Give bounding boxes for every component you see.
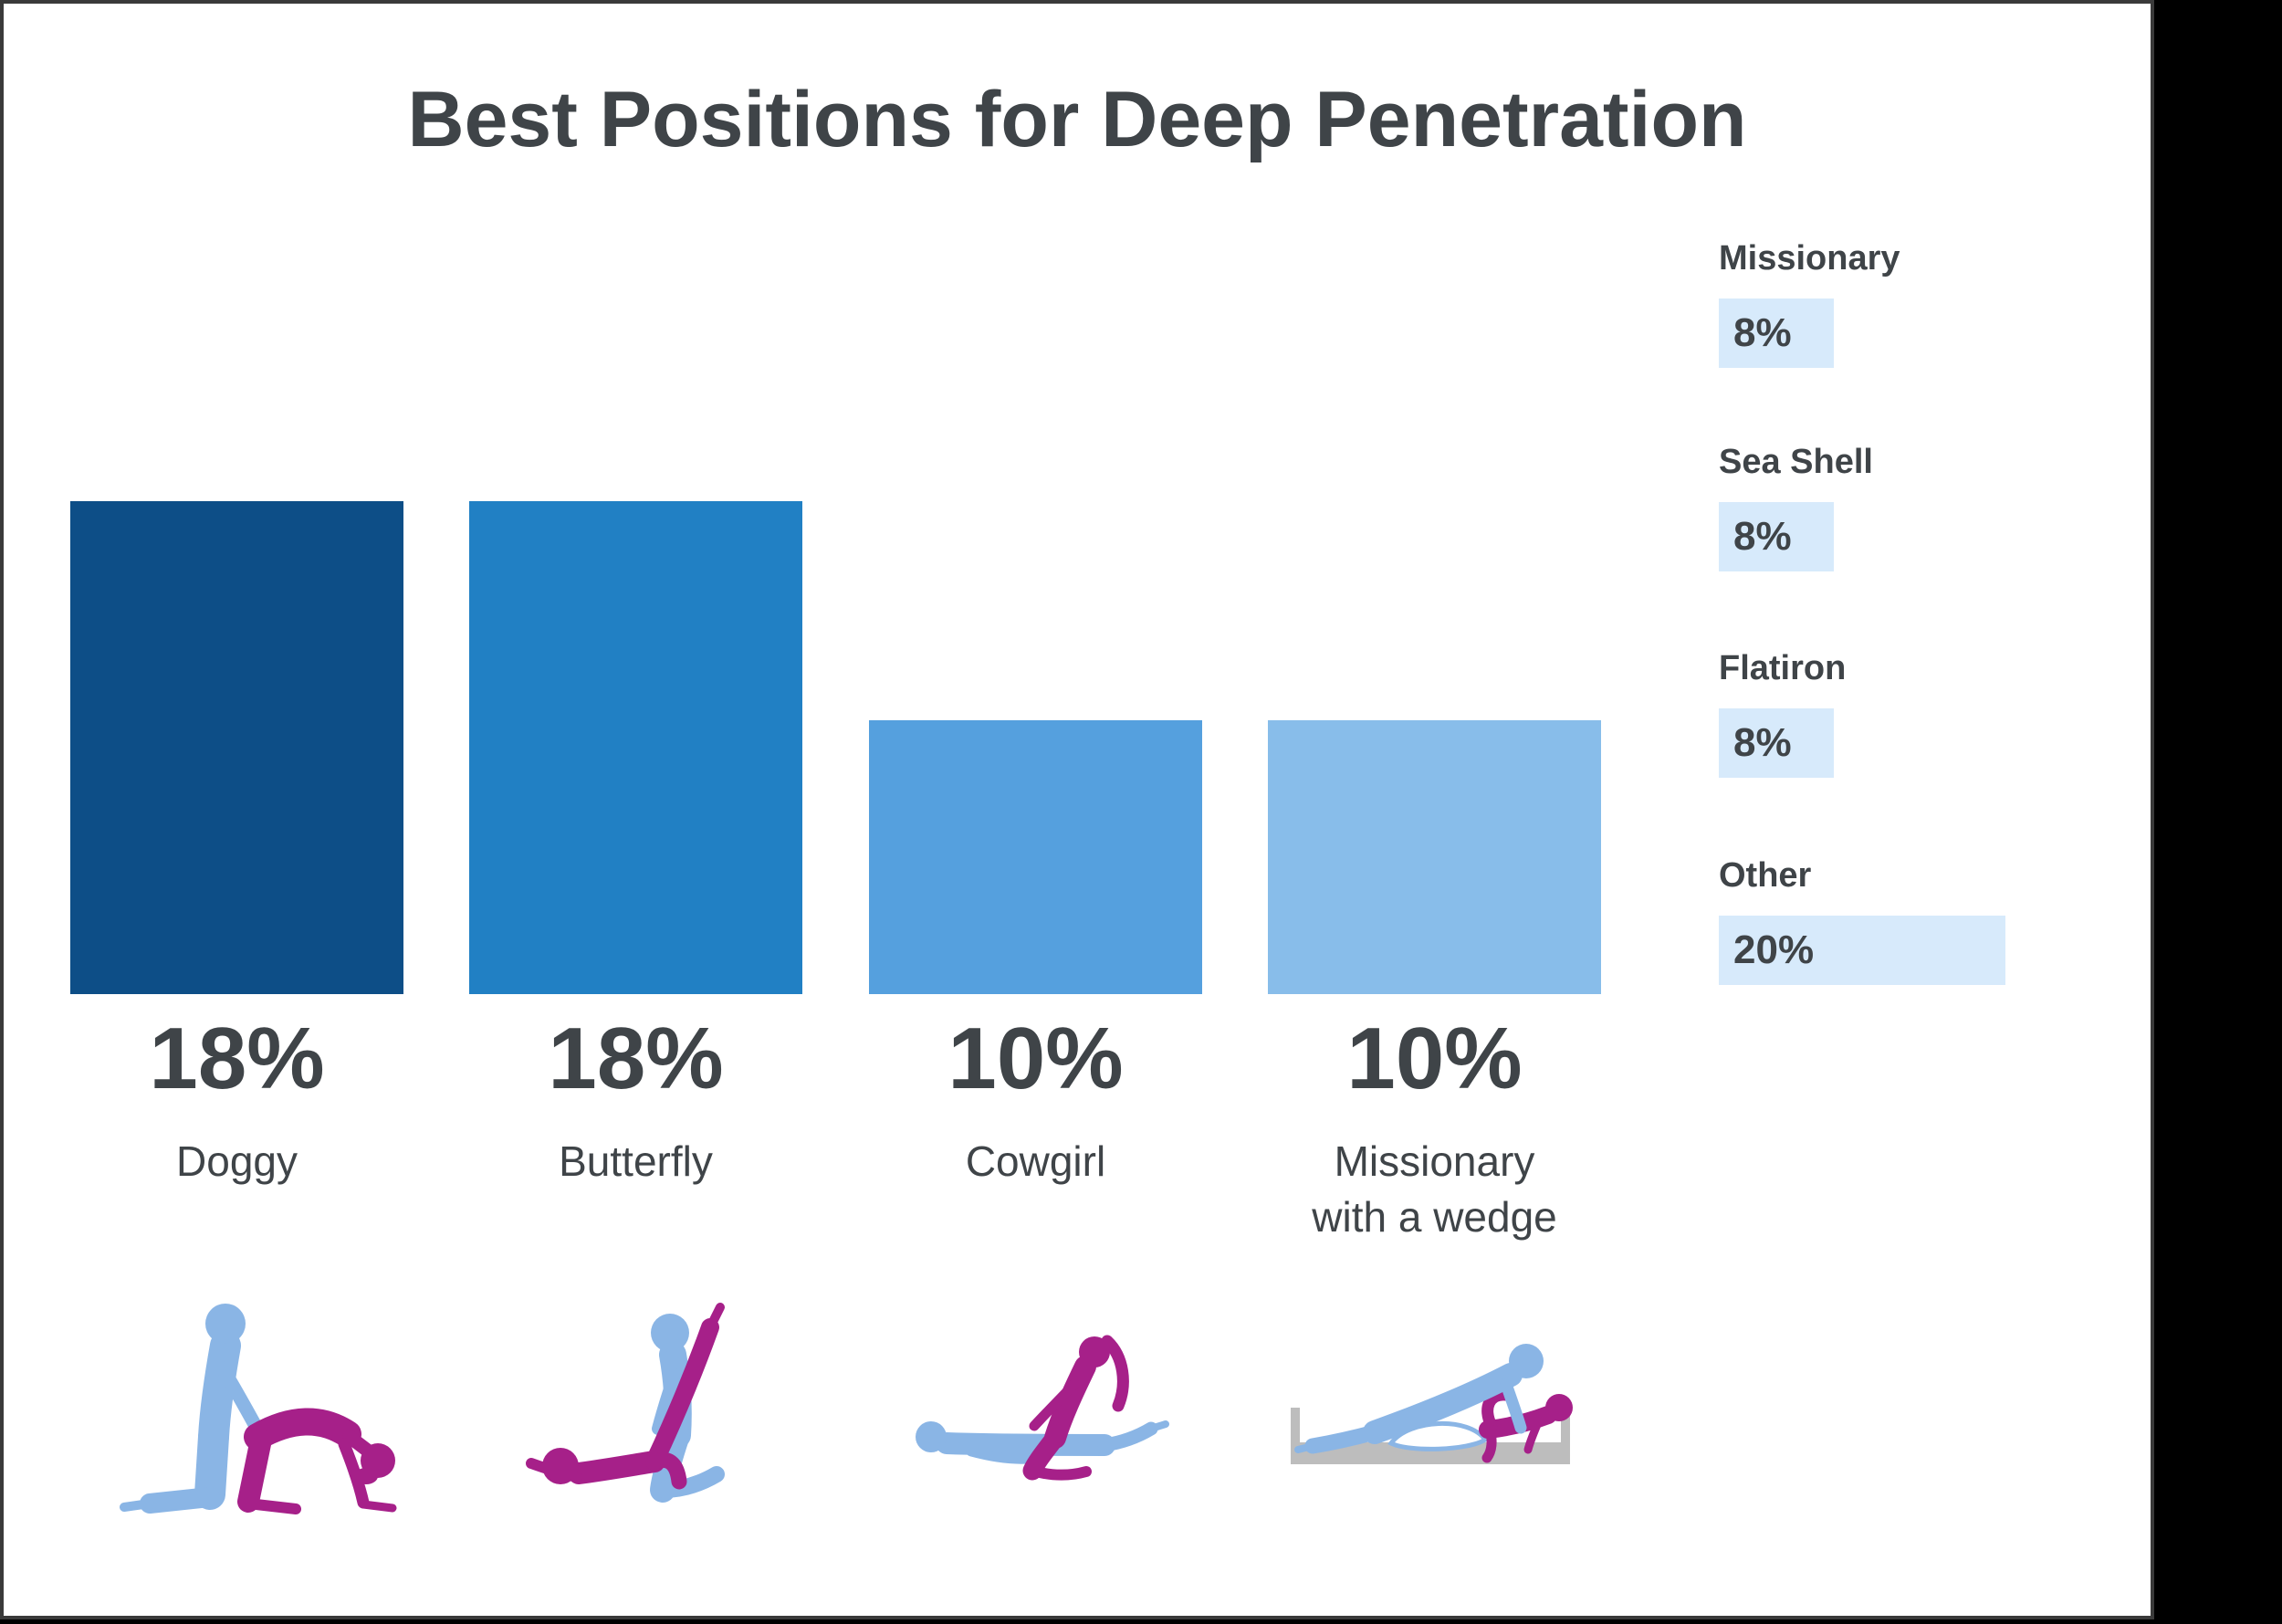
legend-label: Other	[1719, 856, 1812, 895]
bar-butterfly	[469, 501, 802, 994]
legend-value-bar: 8%	[1719, 502, 1834, 571]
bar-category-text: Butterfly	[559, 1137, 713, 1185]
bar-missionary-wedge	[1268, 720, 1601, 994]
bar-value-label: 10%	[1346, 1010, 1523, 1107]
cowgirl-position-illustration	[916, 1335, 1169, 1481]
bar-category-label: Missionary with a wedge	[1268, 1134, 1601, 1244]
bar-category-label: Doggy	[70, 1134, 403, 1189]
bar-value-label: 18%	[548, 1010, 724, 1107]
legend-value-text: 8%	[1733, 720, 1792, 765]
legend-label: Missionary	[1719, 239, 1900, 278]
bar-cowgirl	[869, 720, 1202, 994]
butterfly-position-illustration	[526, 1303, 725, 1503]
bar-category-text: Cowgirl	[965, 1137, 1106, 1185]
bar-category-text: Doggy	[176, 1137, 298, 1185]
bar-category-text: Missionary	[1334, 1137, 1535, 1185]
legend-item-flatiron: Flatiron 8%	[1719, 649, 1846, 778]
doggy-position-illustration	[120, 1304, 397, 1514]
infographic-card: Best Positions for Deep Penetration 18% …	[0, 0, 2154, 1619]
bar-value-label: 10%	[947, 1010, 1124, 1107]
legend-value-text: 20%	[1733, 927, 1815, 972]
legend-item-missionary: Missionary 8%	[1719, 239, 1900, 368]
legend-value-bar: 8%	[1719, 708, 1834, 778]
legend-label: Sea Shell	[1719, 443, 1873, 481]
bar-value-label: 18%	[149, 1010, 325, 1107]
bar-category-label: Butterfly	[469, 1134, 802, 1189]
legend-value-bar: 20%	[1719, 916, 2005, 985]
legend-item-sea-shell: Sea Shell 8%	[1719, 443, 1873, 571]
legend-value-text: 8%	[1733, 310, 1792, 355]
legend-value-bar: 8%	[1719, 299, 1834, 368]
bar-doggy	[70, 501, 403, 994]
bar-category-label: Cowgirl	[869, 1134, 1202, 1189]
legend-item-other: Other 20%	[1719, 856, 2005, 985]
page-title: Best Positions for Deep Penetration	[407, 76, 1747, 163]
legend-label: Flatiron	[1719, 649, 1847, 687]
bar-category-text-line2: with a wedge	[1312, 1192, 1557, 1241]
missionary-with-wedge-position-illustration	[1291, 1344, 1573, 1464]
legend-value-text: 8%	[1733, 514, 1792, 559]
